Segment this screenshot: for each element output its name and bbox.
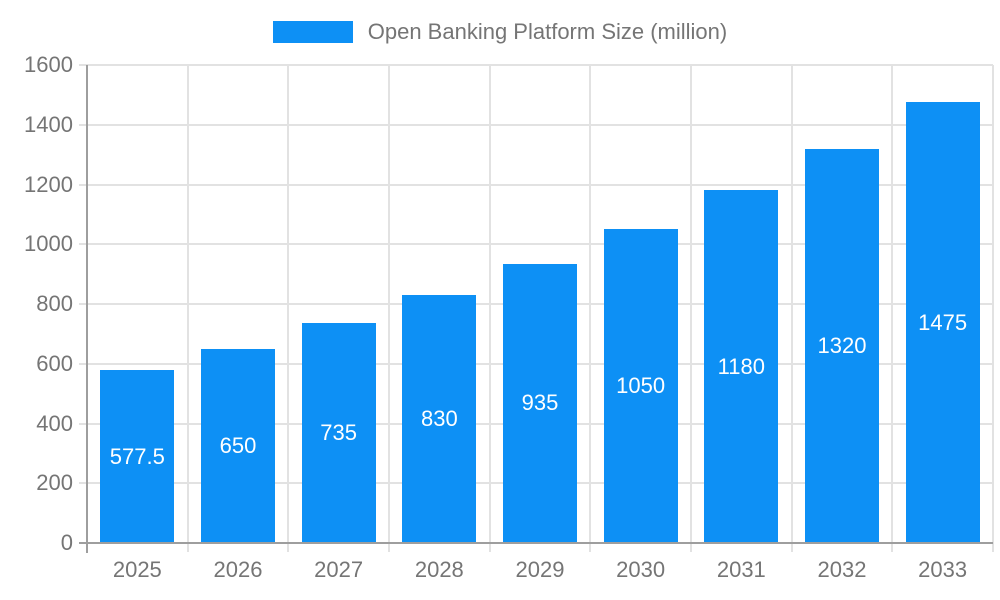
y-axis-line	[86, 65, 88, 553]
bar-value-label: 735	[320, 420, 358, 446]
gridline-vertical	[690, 65, 692, 552]
gridline-vertical	[388, 65, 390, 552]
y-tick-label: 800	[36, 291, 73, 316]
y-tick-label: 1400	[24, 111, 73, 137]
y-tick-label: 1600	[24, 52, 73, 77]
x-tick-label: 2027	[314, 557, 364, 582]
legend-label: Open Banking Platform Size (million)	[367, 19, 728, 44]
bar-value-label: 1320	[817, 332, 867, 358]
x-tick-label: 2028	[414, 557, 464, 582]
gridline-horizontal	[79, 183, 993, 186]
bar-value-label: 1180	[717, 353, 765, 379]
gridline-vertical	[287, 65, 290, 552]
y-tick-label: 0	[60, 530, 73, 555]
bar	[201, 348, 275, 543]
bar	[301, 323, 376, 543]
bar	[905, 102, 980, 543]
bar	[704, 190, 779, 543]
gridline-horizontal	[79, 64, 993, 66]
gridline-vertical	[891, 65, 894, 552]
legend-item[interactable]: Open Banking Platform Size (million)	[0, 16, 1000, 48]
x-tick-label: 2032	[817, 557, 867, 582]
x-tick-label: 2031	[716, 557, 766, 582]
x-axis-line	[79, 542, 993, 544]
x-tick-label: 2025	[112, 557, 162, 582]
bar-value-label: 1050	[616, 373, 666, 399]
x-tick-label: 2033	[918, 557, 968, 582]
gridline-vertical	[790, 65, 793, 552]
bar-value-label: 577.5	[109, 443, 165, 469]
y-tick-label: 1200	[24, 171, 73, 197]
bar	[402, 295, 477, 543]
y-tick-label: 1000	[24, 231, 73, 257]
gridline-horizontal	[79, 243, 993, 246]
y-tick-label: 600	[36, 350, 73, 376]
gridline-vertical	[186, 65, 189, 552]
bar	[100, 370, 175, 543]
y-tick-label: 400	[36, 410, 73, 436]
x-tick-label: 2026	[213, 557, 263, 582]
gridline-vertical	[992, 65, 994, 552]
bar	[603, 229, 678, 543]
gridline-horizontal	[79, 123, 993, 126]
x-tick-label: 2030	[616, 557, 666, 582]
bar-value-label: 830	[420, 406, 458, 432]
bar-value-label: 1475	[918, 309, 968, 335]
gridline-vertical	[488, 65, 491, 552]
y-tick-label: 200	[36, 470, 73, 496]
gridline-vertical	[589, 65, 592, 552]
plot-area: 0 200 400 600 800 1000 1200 1400 1600 577.5 2025 65…	[24, 54, 994, 581]
bar	[503, 263, 577, 543]
legend-swatch-icon	[272, 21, 353, 43]
bar-value-label: 650	[219, 432, 257, 458]
bar	[805, 148, 879, 543]
x-tick-label: 2029	[515, 557, 565, 582]
bar-value-label: 935	[521, 390, 559, 416]
